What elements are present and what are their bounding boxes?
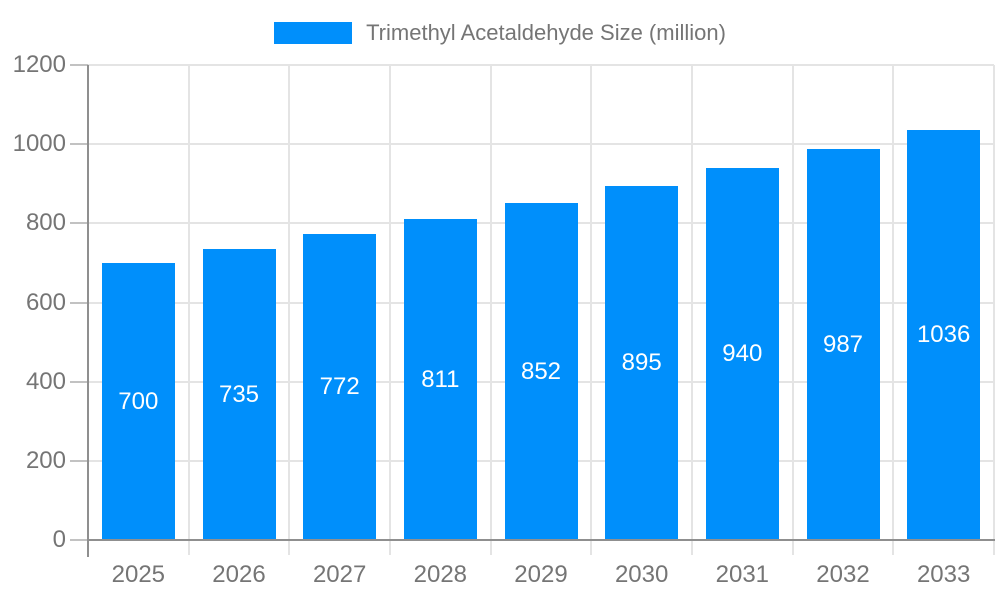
bar-value-label: 940 xyxy=(722,340,763,367)
x-axis-label: 2026 xyxy=(212,561,266,588)
bar[interactable]: 811 xyxy=(403,219,477,540)
bar[interactable]: 1036 xyxy=(907,130,981,540)
y-axis-tick xyxy=(70,539,88,541)
x-axis-label: 2027 xyxy=(312,561,367,588)
grid-line-vertical xyxy=(691,65,693,555)
y-axis-tick xyxy=(70,143,88,146)
x-axis-label: 2030 xyxy=(614,561,669,588)
y-axis-label: 1000 xyxy=(12,130,66,158)
y-axis-label: 200 xyxy=(25,446,66,474)
x-axis-label: 2031 xyxy=(715,561,770,588)
y-axis-label: 400 xyxy=(25,367,66,395)
bar-value-label: 987 xyxy=(822,330,864,358)
y-axis-label: 1200 xyxy=(12,51,66,78)
bar-value-label: 772 xyxy=(319,373,360,400)
y-axis-label: 0 xyxy=(52,526,66,553)
bar[interactable]: 735 xyxy=(202,249,276,540)
grid-line-horizontal xyxy=(88,64,994,66)
legend-swatch xyxy=(274,22,353,44)
x-axis-label: 2029 xyxy=(514,561,568,588)
x-axis-label: 2033 xyxy=(916,561,971,588)
bar[interactable]: 987 xyxy=(806,149,880,540)
y-axis-tick xyxy=(70,64,88,66)
grid-line-vertical xyxy=(791,65,794,555)
x-axis-label: 2028 xyxy=(413,561,468,588)
y-axis-label: 600 xyxy=(25,288,66,316)
bar-value-label: 852 xyxy=(520,357,562,385)
legend-label: Trimethyl Acetaldehyde Size (million) xyxy=(366,20,726,45)
grid-line-vertical xyxy=(590,65,593,555)
x-axis-label: 2032 xyxy=(816,561,870,588)
bar[interactable]: 772 xyxy=(303,234,377,540)
y-axis-line xyxy=(87,65,89,557)
grid-line-horizontal xyxy=(88,143,994,146)
bar-value-label: 1036 xyxy=(916,321,971,348)
y-axis-label: 800 xyxy=(25,209,66,237)
bar[interactable]: 895 xyxy=(605,186,679,540)
bar[interactable]: 700 xyxy=(101,263,175,540)
grid-line-vertical xyxy=(993,65,995,555)
y-axis-tick xyxy=(70,459,88,462)
grid-line-vertical xyxy=(892,65,895,555)
bar-value-label: 735 xyxy=(218,380,260,408)
bar[interactable]: 940 xyxy=(705,168,779,540)
grid-line-vertical xyxy=(288,65,291,555)
y-axis-tick xyxy=(70,380,88,383)
x-axis-label: 2025 xyxy=(111,561,166,588)
y-axis-tick xyxy=(70,301,88,304)
grid-line-vertical xyxy=(389,65,391,555)
grid-line-vertical xyxy=(187,65,190,555)
bar[interactable]: 852 xyxy=(504,203,578,540)
legend: Trimethyl Acetaldehyde Size (million) xyxy=(0,20,1000,46)
x-axis-line xyxy=(87,539,995,541)
bar-value-label: 895 xyxy=(621,349,662,376)
grid-line-vertical xyxy=(489,65,492,555)
bar-value-label: 700 xyxy=(118,387,159,415)
legend-item[interactable]: Trimethyl Acetaldehyde Size (million) xyxy=(274,20,726,46)
bar-value-label: 811 xyxy=(421,365,460,393)
y-axis-tick xyxy=(70,222,88,225)
